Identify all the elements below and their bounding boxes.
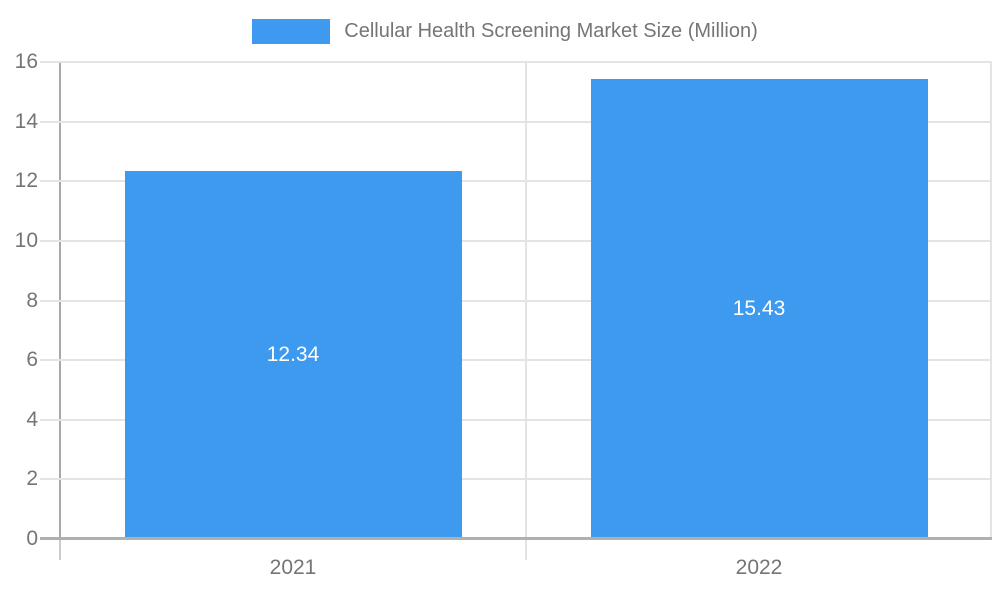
- y-gridline: [40, 239, 992, 242]
- bar-2021[interactable]: [125, 171, 462, 539]
- bar-value-label: 15.43: [732, 296, 786, 320]
- y-gridline: [40, 180, 992, 183]
- y-tick-label: 2: [26, 467, 38, 491]
- y-axis-tick-extension: [59, 539, 61, 560]
- legend-label: Cellular Health Screening Market Size (M…: [344, 20, 758, 42]
- category-separator-line: [525, 62, 527, 560]
- y-gridline: [40, 418, 992, 421]
- x-tick-label: 2022: [735, 556, 783, 579]
- y-gridline: [40, 120, 992, 123]
- y-tick-label: 0: [26, 527, 38, 550]
- plot-right-border: [990, 62, 992, 539]
- x-axis-line: [40, 537, 992, 540]
- plot-area: 0 2 4 6 8 10 12 14 16 12.34 2021 15.43 2022: [15, 50, 992, 579]
- y-tick-label: 16: [14, 50, 38, 73]
- y-tick-label: 14: [14, 109, 38, 133]
- bar-2022[interactable]: [591, 78, 928, 539]
- y-gridline: [40, 359, 992, 362]
- y-gridline: [40, 478, 992, 481]
- bar-value-label: 12.34: [266, 343, 320, 367]
- y-tick-label: 4: [26, 407, 38, 431]
- y-gridline: [40, 61, 992, 63]
- y-tick-label: 8: [26, 288, 38, 312]
- y-tick-label: 12: [14, 169, 38, 193]
- y-gridline: [40, 299, 992, 302]
- legend-swatch-icon: [252, 19, 331, 44]
- y-tick-label: 6: [26, 348, 38, 372]
- y-tick-label: 10: [14, 228, 38, 252]
- x-tick-label: 2021: [269, 556, 317, 579]
- legend[interactable]: Cellular Health Screening Market Size (M…: [0, 19, 1000, 44]
